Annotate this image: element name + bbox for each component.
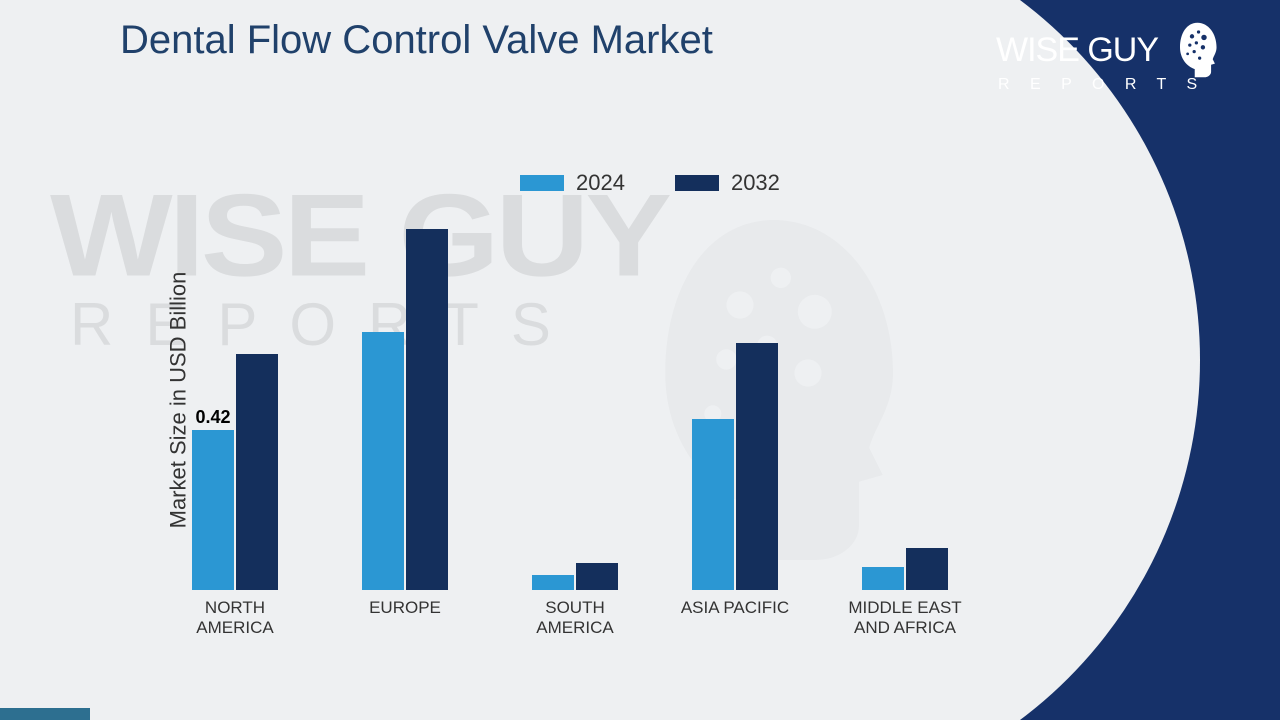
bar xyxy=(736,343,778,590)
chart-title: Dental Flow Control Valve Market xyxy=(120,18,713,63)
bar xyxy=(362,332,404,590)
category-label: SOUTH AMERICA xyxy=(510,598,640,637)
category-label: EUROPE xyxy=(340,598,470,618)
bottom-accent-bar xyxy=(0,708,90,720)
bar-pair xyxy=(362,229,448,590)
category-label: ASIA PACIFIC xyxy=(670,598,800,618)
bar-group: EUROPE xyxy=(335,210,475,590)
bar-chart: Market Size in USD Billion 0.42NORTH AME… xyxy=(95,210,965,590)
bar-pair xyxy=(692,343,778,590)
bar-pair xyxy=(192,354,278,590)
bar-pair xyxy=(532,563,618,590)
category-label: MIDDLE EAST AND AFRICA xyxy=(840,598,970,637)
logo-text-line1: WISE GUY xyxy=(996,31,1158,70)
chart-legend: 2024 2032 xyxy=(520,170,780,196)
bar xyxy=(692,419,734,590)
bar xyxy=(906,548,948,590)
bar-group: SOUTH AMERICA xyxy=(505,210,645,590)
logo-head-icon xyxy=(1162,20,1222,80)
bar-group: 0.42NORTH AMERICA xyxy=(165,210,305,590)
legend-swatch xyxy=(520,175,564,191)
bar xyxy=(532,575,574,590)
brand-logo: WISE GUY R E P O R T S xyxy=(996,20,1256,94)
legend-item: 2032 xyxy=(675,170,780,196)
bar xyxy=(576,563,618,590)
legend-label: 2024 xyxy=(576,170,625,196)
bar xyxy=(862,567,904,590)
bar-group: ASIA PACIFIC xyxy=(665,210,805,590)
bar-pair xyxy=(862,548,948,590)
brand-panel xyxy=(980,0,1280,720)
category-label: NORTH AMERICA xyxy=(170,598,300,637)
bar xyxy=(192,430,234,590)
bar-group: MIDDLE EAST AND AFRICA xyxy=(835,210,975,590)
bar xyxy=(236,354,278,590)
legend-label: 2032 xyxy=(731,170,780,196)
legend-item: 2024 xyxy=(520,170,625,196)
bar xyxy=(406,229,448,590)
legend-swatch xyxy=(675,175,719,191)
plot-area: 0.42NORTH AMERICAEUROPESOUTH AMERICAASIA… xyxy=(145,210,965,590)
